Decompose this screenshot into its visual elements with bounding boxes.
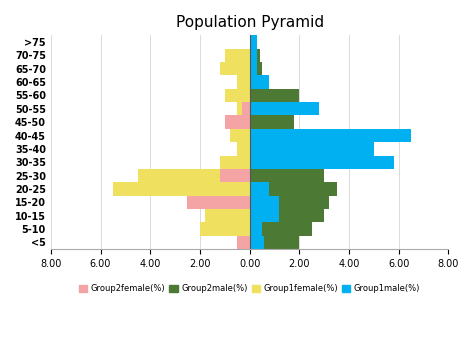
Bar (250, 102, 287, 116)
Bar (200, 222, 250, 236)
Bar (250, 102, 319, 116)
Bar (220, 62, 250, 75)
Bar (237, 236, 250, 249)
Bar (237, 142, 250, 155)
Bar (200, 196, 250, 209)
Bar (250, 169, 324, 182)
Bar (250, 35, 257, 49)
Bar (250, 209, 279, 222)
Bar (205, 209, 250, 222)
Bar (250, 155, 312, 169)
Bar (113, 182, 250, 196)
Bar (188, 196, 250, 209)
Bar (220, 155, 250, 169)
Bar (225, 49, 250, 62)
Bar (250, 155, 394, 169)
Legend: Group2female(%), Group2male(%), Group1female(%), Group1male(%): Group2female(%), Group2male(%), Group1fe… (76, 281, 423, 297)
Bar (250, 129, 411, 142)
Bar (138, 169, 250, 182)
Bar (250, 196, 329, 209)
Bar (250, 49, 257, 62)
Bar (250, 62, 257, 75)
Bar (237, 75, 250, 89)
Bar (250, 75, 264, 89)
Bar (250, 182, 337, 196)
Bar (237, 116, 250, 129)
Bar (250, 236, 264, 249)
Bar (250, 182, 269, 196)
Bar (225, 89, 250, 102)
Bar (250, 142, 374, 155)
Bar (250, 142, 304, 155)
Bar (250, 209, 324, 222)
Bar (230, 129, 250, 142)
Bar (250, 62, 262, 75)
Bar (250, 236, 299, 249)
Bar (237, 102, 250, 116)
Bar (250, 35, 255, 49)
Bar (250, 116, 294, 129)
Bar (250, 222, 262, 236)
Bar (242, 102, 250, 116)
Bar (250, 89, 299, 102)
Bar (250, 49, 260, 62)
Bar (220, 169, 250, 182)
Bar (250, 222, 312, 236)
Bar (250, 129, 299, 142)
Bar (250, 75, 269, 89)
Title: Population Pyramid: Population Pyramid (175, 15, 324, 30)
Bar (225, 116, 250, 129)
Bar (250, 196, 279, 209)
